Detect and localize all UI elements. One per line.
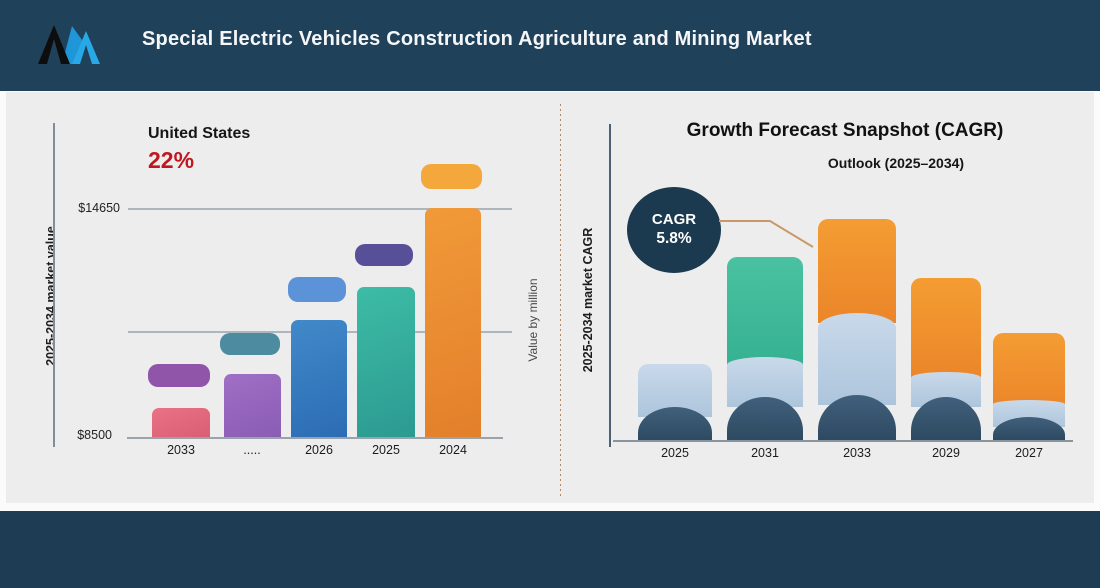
left-y-axis-label: 2025-2034 market value [44, 226, 58, 366]
right-bar-2033-segment-orange [818, 219, 896, 323]
left-bar-cap-dotdotdotdotdot [220, 333, 280, 355]
ytick-14650: $14650 [78, 201, 120, 215]
left-xtick-2026: 2026 [305, 443, 333, 457]
right-chart-subtitle: Outlook (2025–2034) [827, 155, 965, 171]
right-bar-2031-segment-teal [727, 257, 803, 368]
highlight-percent: 22% [148, 147, 195, 173]
cagr-badge-value: 5.8% [656, 230, 692, 248]
left-bar-cap-2024 [420, 164, 482, 189]
left-bar-2033 [152, 407, 210, 437]
right-y-axis-label: 2025-2034 market CAGR [581, 227, 595, 373]
right-xtick-2033: 2033 [843, 446, 871, 460]
right-bar-2027-segment-navy [993, 417, 1065, 440]
left-xtick-2033: 2033 [167, 443, 195, 457]
region-label: United States [148, 125, 251, 142]
left-bar-cap-2025 [355, 244, 413, 267]
left-xtick-2024: 2024 [439, 443, 467, 457]
left-bar-cap-2026 [288, 277, 346, 303]
ytick-8500: $8500 [77, 428, 112, 442]
footer: @ All Market Analysis Snapshot GlobalSpe… [0, 511, 1100, 588]
right-xtick-2031: 2031 [751, 446, 779, 460]
left-right-axis-label: Value by million [526, 278, 540, 362]
left-bar-2026 [291, 320, 347, 437]
page-title: Special Electric Vehicles Construction A… [142, 28, 812, 50]
right-xtick-2027: 2027 [1015, 446, 1043, 460]
left-xtick-dotdotdotdotdot: ..... [243, 443, 261, 457]
left-bar-2024 [425, 208, 481, 437]
right-bar-2027-segment-orange [993, 333, 1065, 410]
right-bar-2029-segment-orange [911, 277, 981, 382]
cagr-badge: CAGR 5.8% [627, 187, 721, 273]
right-xtick-2029: 2029 [932, 446, 960, 460]
header: Special Electric Vehicles Construction A… [0, 0, 1100, 91]
right-chart-title: Growth Forecast Snapshot (CAGR) [686, 120, 1004, 141]
cagr-badge-label: CAGR [651, 211, 697, 229]
left-y-axis-line [53, 123, 55, 447]
left-xtick-2025: 2025 [372, 443, 400, 457]
left-bar-dotdotdotdotdot [223, 373, 281, 437]
left-bar-cap-2033 [148, 364, 210, 388]
gridline-top [128, 208, 512, 210]
ama-logo-icon [38, 25, 100, 64]
panel-divider [560, 104, 561, 496]
left-bar-2025 [357, 286, 415, 437]
callout-connector-line [719, 220, 814, 248]
right-x-axis-line [613, 440, 1073, 442]
right-y-axis-line [609, 124, 611, 447]
right-xtick-2025: 2025 [661, 446, 689, 460]
right-bar-2033-segment-lightblue [818, 312, 896, 406]
left-x-axis-line [127, 437, 503, 439]
